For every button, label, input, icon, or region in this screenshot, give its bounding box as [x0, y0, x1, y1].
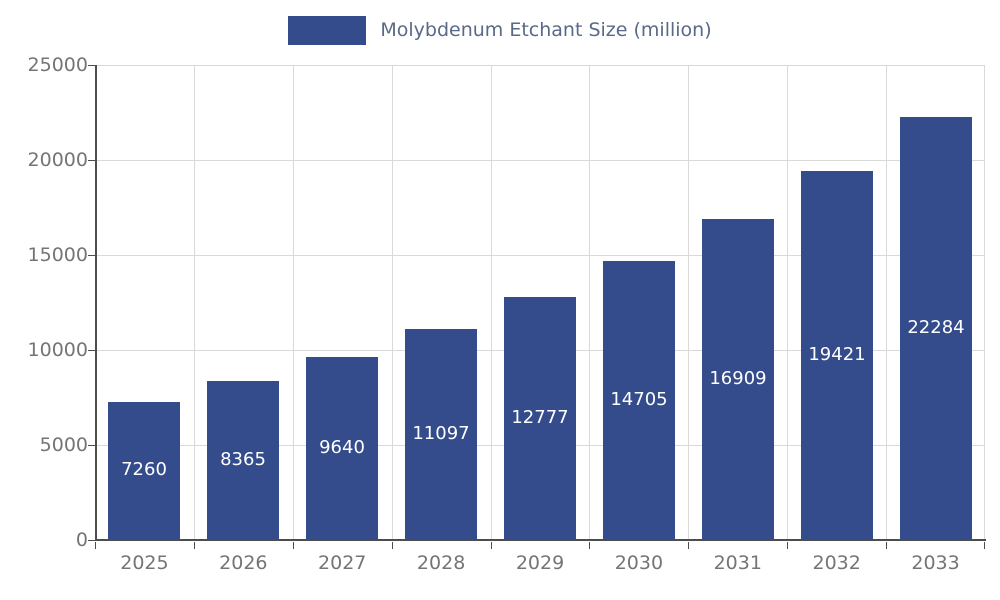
y-tick-mark [88, 160, 95, 161]
gridline-horizontal [95, 255, 985, 256]
y-tick-mark [88, 65, 95, 66]
y-tick-label: 25000 [27, 54, 88, 76]
x-tick-label: 2030 [614, 552, 664, 574]
x-tick-mark [490, 542, 492, 549]
y-tick-label: 15000 [27, 244, 88, 266]
y-tick-label: 10000 [27, 339, 88, 361]
bar-value-label: 7260 [121, 459, 167, 480]
gridline-vertical [193, 65, 195, 540]
x-tick-mark [95, 542, 96, 549]
bar: 19421 [801, 171, 873, 540]
bar-value-label: 9640 [319, 436, 365, 458]
x-axis-line [95, 539, 986, 541]
y-tick-label: 5000 [39, 434, 88, 456]
bar-value-label: 11097 [412, 422, 470, 444]
gridline-vertical [490, 65, 492, 540]
bar-value-label: 14705 [610, 388, 668, 410]
x-tick-mark [984, 542, 985, 549]
bar: 7260 [108, 402, 180, 540]
gridline-vertical [292, 65, 294, 540]
gridline-vertical [688, 65, 690, 540]
y-tick-mark [88, 445, 95, 446]
bar: 22284 [900, 117, 972, 540]
gridline-horizontal [95, 160, 985, 161]
bar: 14705 [603, 261, 675, 540]
x-tick-label: 2029 [515, 552, 565, 574]
bar: 8365 [207, 381, 279, 540]
x-tick-mark [193, 542, 195, 549]
legend-label: Molybdenum Etchant Size (million) [380, 19, 712, 41]
x-tick-mark [292, 542, 294, 549]
bar: 12777 [504, 297, 576, 540]
gridline-vertical [787, 65, 789, 540]
gridline-vertical [886, 65, 888, 540]
legend-swatch [288, 15, 367, 45]
bar: 16909 [702, 219, 774, 540]
bar-value-label: 12777 [511, 406, 569, 428]
x-tick-mark [886, 542, 888, 549]
y-axis-line [95, 65, 97, 541]
x-tick-mark [787, 542, 789, 549]
bar-value-label: 19421 [808, 343, 866, 365]
x-tick-label: 2027 [318, 552, 367, 574]
x-tick-label: 2033 [911, 552, 960, 574]
x-tick-mark [589, 542, 591, 549]
gridline-vertical [589, 65, 591, 540]
bar: 9640 [306, 357, 378, 540]
x-tick-label: 2025 [120, 552, 169, 574]
y-tick-mark [88, 540, 95, 541]
x-tick-mark [391, 542, 393, 549]
x-tick-label: 2031 [713, 552, 762, 574]
x-tick-label: 2032 [812, 552, 861, 574]
y-tick-mark [88, 255, 95, 256]
y-tick-label: 20000 [27, 149, 88, 171]
bar-value-label: 16909 [709, 367, 767, 389]
bar-value-label: 8365 [220, 448, 266, 470]
bar-value-label: 22284 [907, 316, 965, 338]
x-tick-mark [688, 542, 690, 549]
x-tick-label: 2028 [416, 552, 466, 574]
y-tick-label: 0 [75, 529, 88, 551]
plot-area: 7260 8365 9640 11097 12777 14705 16909 19421 222… [95, 65, 985, 540]
gridline-horizontal [95, 65, 985, 66]
legend: Molybdenum Etchant Size (million) [0, 14, 1000, 46]
gridline-vertical [984, 65, 985, 540]
gridline-vertical [391, 65, 393, 540]
bar: 11097 [405, 329, 477, 540]
x-tick-label: 2026 [219, 552, 268, 574]
y-tick-mark [88, 350, 95, 351]
